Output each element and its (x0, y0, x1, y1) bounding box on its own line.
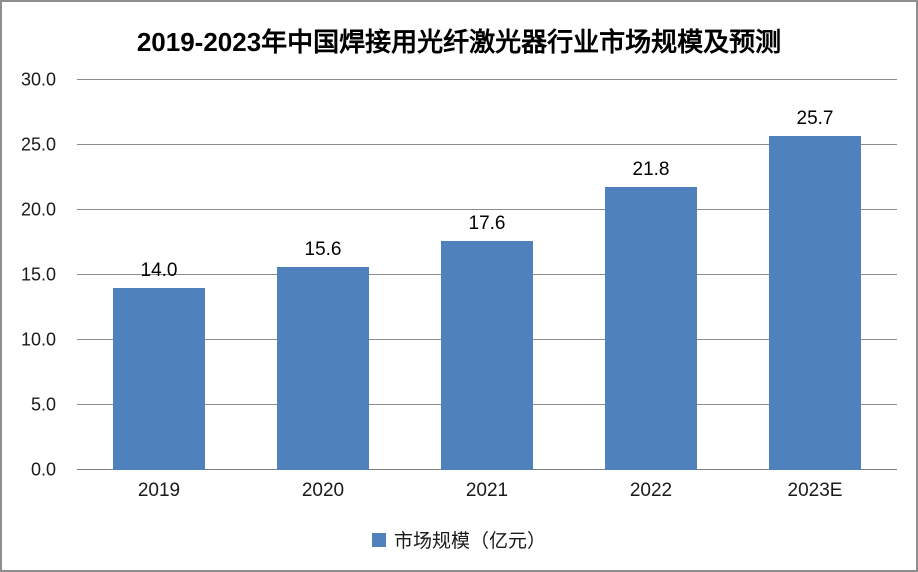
gridline (77, 79, 897, 80)
y-tick-label: 30.0 (20, 69, 56, 90)
y-tick-label: 20.0 (20, 199, 56, 220)
x-axis-labels: 2019 2020 2021 2022 2023E (77, 480, 897, 502)
bar (441, 241, 533, 470)
bar-slot: 21.8 (569, 80, 733, 470)
x-tick-label: 2020 (301, 480, 345, 501)
x-tick-label: 2021 (465, 480, 509, 501)
legend-marker-icon (371, 532, 386, 547)
bar-value-label: 17.6 (468, 213, 506, 235)
bar-value-label: 21.8 (632, 158, 670, 180)
y-tick-label: 5.0 (30, 394, 56, 415)
chart-title: 2019-2023年中国焊接用光纤激光器行业市场规模及预测 (136, 27, 782, 57)
legend-label: 市场规模（亿元） (393, 531, 546, 552)
gridline (77, 209, 897, 211)
legend: 市场规模（亿元） (2, 526, 916, 553)
bars-container: 14.0 15.6 17.6 21.8 25.7 (77, 80, 897, 470)
bar-slot: 15.6 (241, 80, 405, 470)
y-tick-label: 10.0 (20, 329, 56, 350)
bar (769, 135, 861, 470)
plot-area: 14.0 15.6 17.6 21.8 25.7 (77, 79, 897, 470)
gridline (77, 144, 897, 145)
y-tick-label: 25.0 (20, 134, 56, 155)
y-axis-labels: 0.0 5.0 10.0 15.0 20.0 25.0 30.0 (8, 70, 56, 480)
bar-value-label: 14.0 (140, 260, 178, 281)
y-tick-label: 0.0 (30, 459, 56, 480)
x-tick-label: 2019 (137, 480, 181, 501)
bar (277, 267, 369, 470)
bar-value-label: 25.7 (796, 107, 834, 129)
x-tick-label: 2023E (787, 480, 843, 501)
bar (605, 186, 697, 470)
bar-slot: 14.0 (77, 80, 241, 470)
bar-slot: 25.7 (733, 80, 897, 470)
y-tick-label: 15.0 (20, 264, 56, 285)
bar-slot: 17.6 (405, 80, 569, 470)
bar-value-label: 15.6 (304, 239, 342, 261)
x-tick-label: 2022 (629, 480, 673, 501)
bar (113, 288, 205, 470)
